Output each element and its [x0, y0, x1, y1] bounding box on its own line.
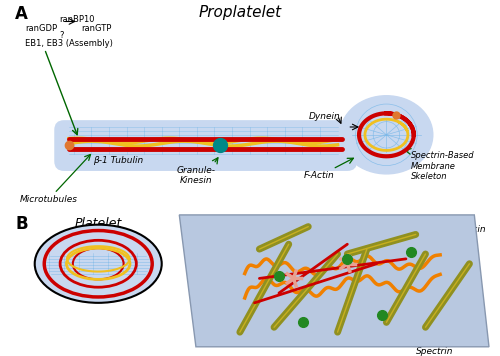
- Ellipse shape: [64, 121, 348, 168]
- Text: Granule-
Kinesin: Granule- Kinesin: [176, 166, 216, 185]
- Text: ranGDP: ranGDP: [25, 25, 57, 33]
- Text: Adducin: Adducin: [450, 225, 486, 234]
- Polygon shape: [180, 215, 489, 347]
- Text: β-1 Tubulin: β-1 Tubulin: [94, 156, 144, 165]
- Text: A: A: [15, 5, 28, 23]
- Text: ?: ?: [59, 31, 64, 40]
- Text: Spectrin: Spectrin: [416, 347, 453, 356]
- Text: C: C: [201, 217, 213, 235]
- Ellipse shape: [34, 225, 162, 303]
- Text: ranGTP: ranGTP: [82, 25, 112, 33]
- Text: GP1bα: GP1bα: [210, 291, 240, 300]
- Text: Spectrin-Based
Membrane
Skeleton: Spectrin-Based Membrane Skeleton: [411, 151, 474, 181]
- Ellipse shape: [340, 96, 433, 174]
- Text: Filamin A: Filamin A: [372, 272, 414, 281]
- FancyBboxPatch shape: [54, 120, 357, 171]
- Text: F-Actin: F-Actin: [304, 171, 334, 180]
- Text: ranBP10: ranBP10: [59, 15, 94, 23]
- Text: Platelet: Platelet: [74, 217, 122, 230]
- Text: Proplatelet: Proplatelet: [198, 5, 281, 20]
- Text: EB1, EB3 (Assembly): EB1, EB3 (Assembly): [25, 39, 113, 48]
- Text: B: B: [15, 215, 28, 233]
- Text: Microtubules: Microtubules: [20, 195, 78, 204]
- Text: Dynein: Dynein: [308, 112, 340, 121]
